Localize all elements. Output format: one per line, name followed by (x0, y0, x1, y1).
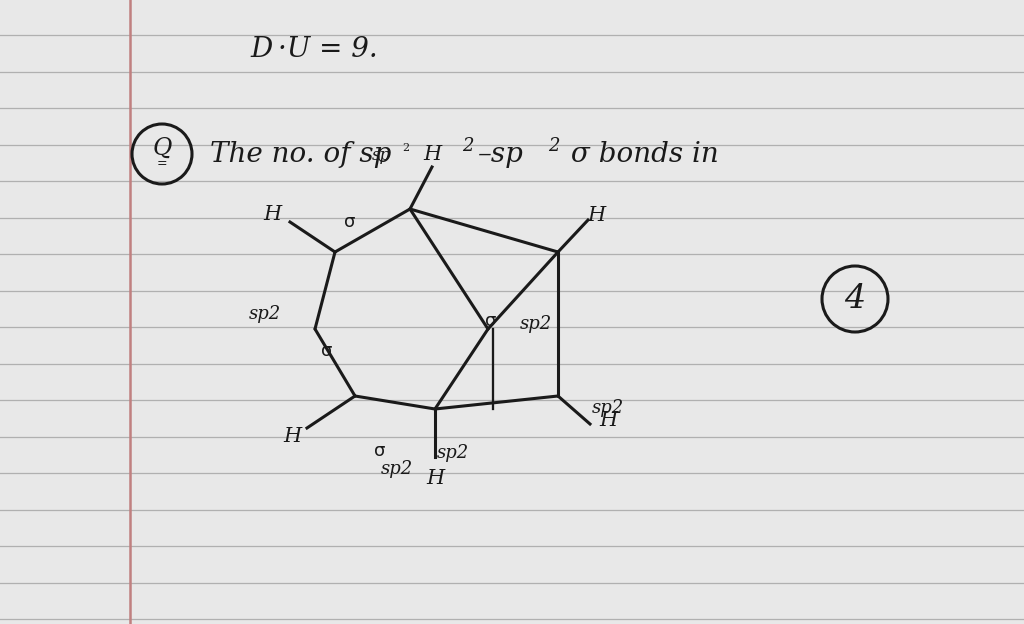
Text: σ bonds in: σ bonds in (562, 140, 719, 167)
Text: σ: σ (322, 342, 333, 360)
Text: sp2: sp2 (381, 460, 413, 478)
Text: sp2: sp2 (520, 315, 552, 333)
Text: σ: σ (344, 213, 355, 231)
Text: 2: 2 (402, 143, 410, 153)
Text: D: D (250, 36, 272, 62)
Text: sp: sp (372, 147, 391, 163)
Text: H: H (426, 469, 444, 489)
Text: H: H (599, 411, 617, 429)
Text: H: H (283, 426, 301, 446)
Text: H: H (423, 145, 441, 165)
Text: sp2: sp2 (437, 444, 469, 462)
Text: =: = (157, 157, 167, 170)
Text: –sp: –sp (478, 140, 524, 167)
Text: 2: 2 (548, 137, 559, 155)
Text: 2: 2 (462, 137, 473, 155)
Text: Q: Q (153, 137, 172, 160)
Text: H: H (263, 205, 282, 223)
Text: σ: σ (485, 312, 497, 330)
Text: 4: 4 (845, 283, 865, 315)
Text: H: H (587, 205, 605, 225)
Text: The no. of sp: The no. of sp (210, 140, 391, 167)
Text: sp2: sp2 (249, 305, 282, 323)
Text: sp2: sp2 (592, 399, 624, 417)
Text: σ: σ (375, 442, 386, 460)
Text: ·U = 9.: ·U = 9. (278, 36, 378, 62)
